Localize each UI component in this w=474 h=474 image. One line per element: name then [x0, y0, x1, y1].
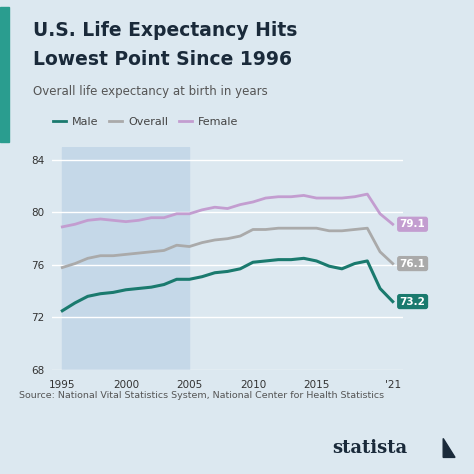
Text: statista: statista	[332, 439, 407, 457]
Text: 73.2: 73.2	[400, 297, 426, 307]
Bar	[62, 147, 190, 370]
Text: Source: National Vital Statistics System, National Center for Health Statistics: Source: National Vital Statistics System…	[19, 391, 384, 400]
Text: 76.1: 76.1	[400, 259, 426, 269]
Text: Overall life expectancy at birth in years: Overall life expectancy at birth in year…	[33, 85, 268, 98]
Text: Lowest Point Since 1996: Lowest Point Since 1996	[33, 50, 292, 69]
Text: 79.1: 79.1	[400, 219, 426, 229]
Legend: Male, Overall, Female: Male, Overall, Female	[48, 112, 243, 131]
Text: U.S. Life Expectancy Hits: U.S. Life Expectancy Hits	[33, 21, 298, 40]
